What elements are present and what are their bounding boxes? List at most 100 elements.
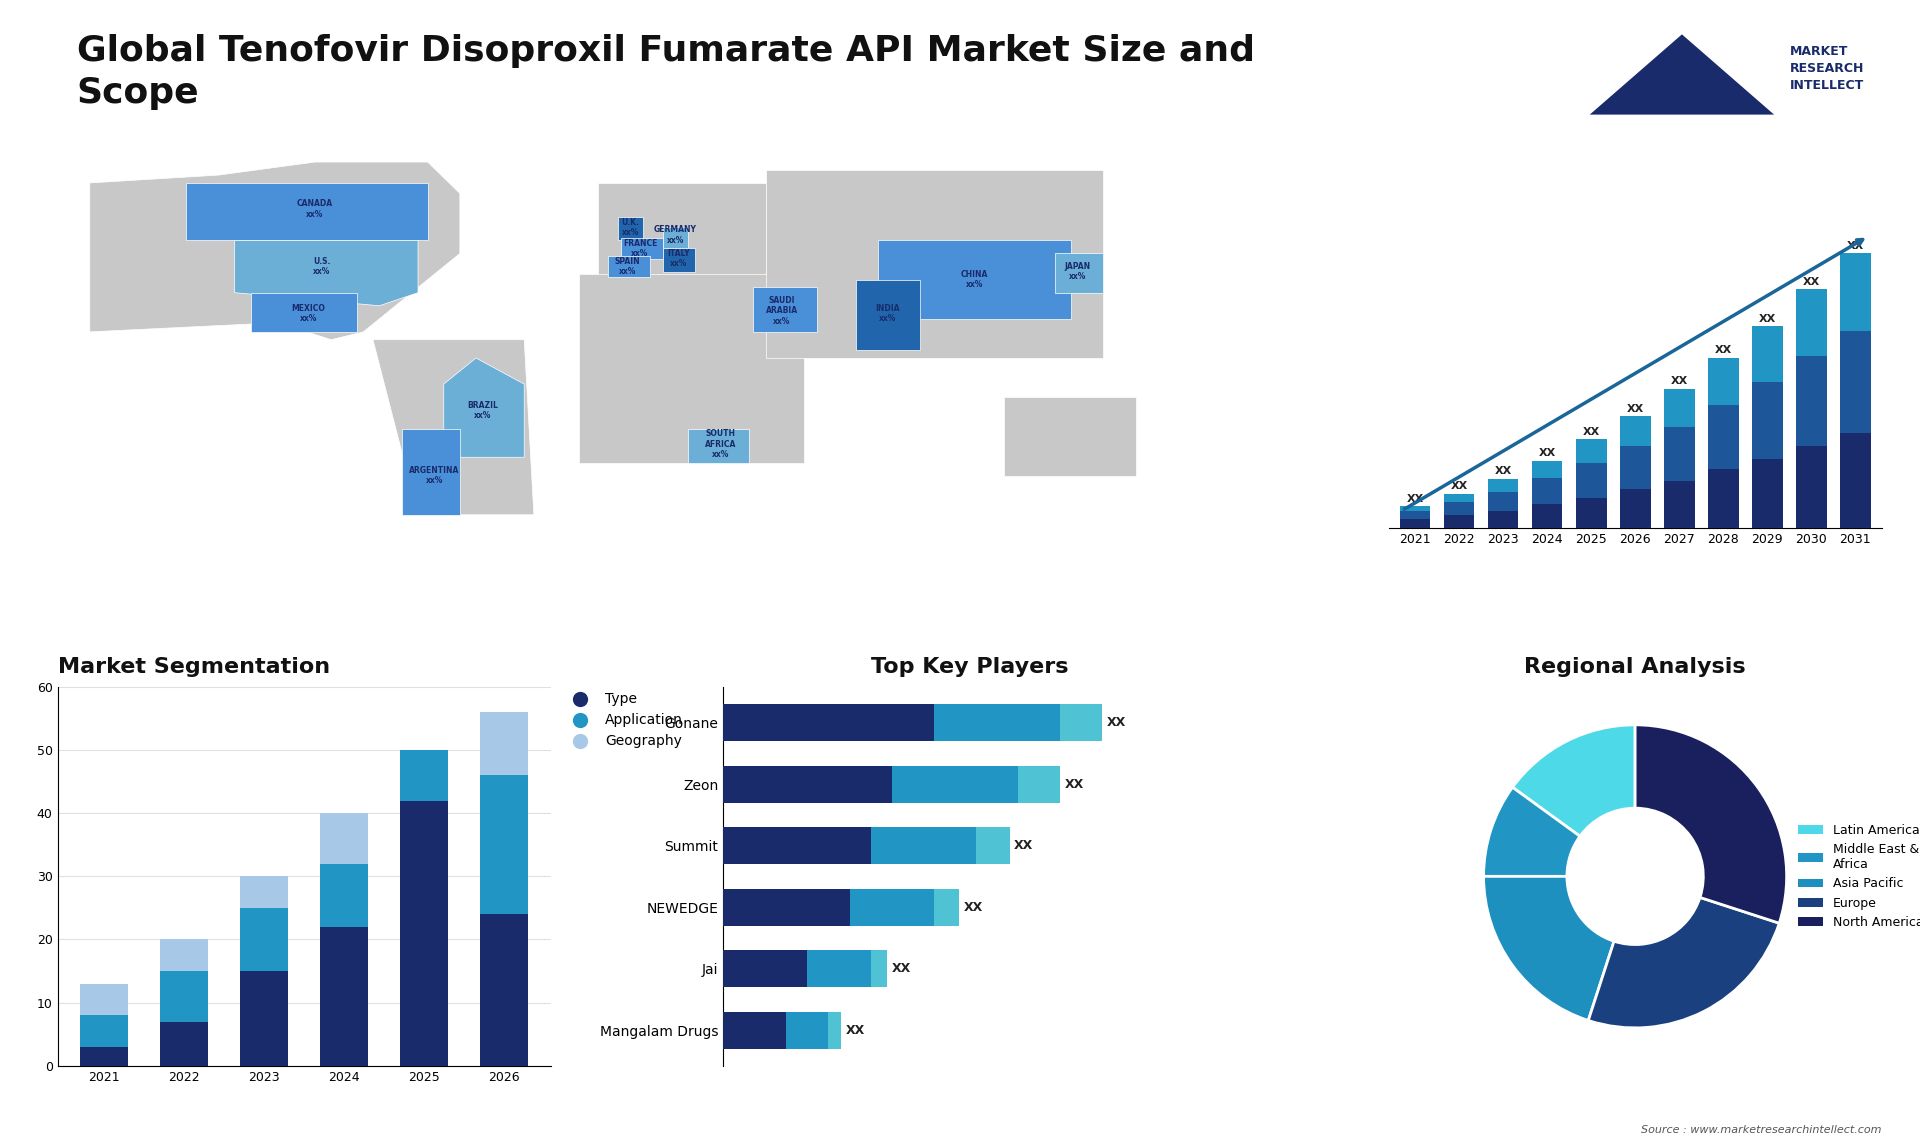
Polygon shape [662, 249, 695, 272]
Title: Top Key Players: Top Key Players [872, 657, 1068, 677]
Text: SPAIN
xx%: SPAIN xx% [614, 257, 639, 276]
Polygon shape [1056, 253, 1104, 292]
Text: ARGENTINA
xx%: ARGENTINA xx% [409, 466, 459, 485]
Bar [1795, 289, 1826, 356]
Bar [1707, 406, 1738, 470]
Bar [787, 1012, 828, 1049]
Bar [1444, 515, 1475, 528]
Polygon shape [766, 170, 1104, 358]
Bar [1488, 479, 1519, 492]
Bar [1707, 470, 1738, 528]
Text: U.S.
xx%: U.S. xx% [313, 257, 330, 276]
Legend: Latin America, Middle East &
Africa, Asia Pacific, Europe, North America: Latin America, Middle East & Africa, Asi… [1793, 819, 1920, 934]
Polygon shape [689, 429, 749, 463]
Bar [849, 888, 933, 926]
Text: FRANCE
xx%: FRANCE xx% [622, 238, 657, 258]
Bar [240, 971, 288, 1066]
Bar [1795, 356, 1826, 446]
Bar [870, 950, 887, 987]
Polygon shape [580, 274, 804, 463]
Bar [1576, 497, 1607, 528]
Text: XX: XX [1538, 448, 1555, 458]
Title: Regional Analysis: Regional Analysis [1524, 657, 1745, 677]
Bar [1532, 504, 1563, 528]
Bar [870, 827, 975, 864]
Bar [1839, 253, 1870, 330]
Bar [321, 927, 369, 1066]
Text: Market Segmentation: Market Segmentation [58, 657, 330, 677]
Text: XX: XX [1847, 241, 1864, 251]
Bar [159, 940, 207, 971]
Bar [1444, 494, 1475, 502]
Text: XX: XX [1064, 778, 1083, 791]
Bar [1665, 388, 1695, 427]
Bar [1400, 511, 1430, 519]
Polygon shape [609, 256, 649, 277]
Text: Global Tenofovir Disoproxil Fumarate API Market Size and
Scope: Global Tenofovir Disoproxil Fumarate API… [77, 34, 1256, 110]
Bar [1839, 433, 1870, 528]
Text: XX: XX [891, 963, 910, 975]
Text: MEXICO
xx%: MEXICO xx% [292, 304, 326, 323]
Bar [159, 971, 207, 1021]
Bar [1488, 511, 1519, 528]
Bar [1751, 382, 1782, 460]
Text: U.K.
xx%: U.K. xx% [622, 218, 639, 237]
Bar [1665, 427, 1695, 480]
Text: SAUDI
ARABIA
xx%: SAUDI ARABIA xx% [766, 296, 797, 325]
Bar [240, 908, 288, 971]
Bar [81, 1015, 129, 1046]
Polygon shape [877, 241, 1071, 319]
Wedge shape [1484, 877, 1615, 1020]
Text: CANADA
xx%: CANADA xx% [298, 199, 332, 219]
Text: XX: XX [964, 901, 983, 913]
Bar [808, 950, 870, 987]
Text: XX: XX [1803, 276, 1820, 286]
Bar [159, 1021, 207, 1066]
Bar [240, 877, 288, 908]
Text: SOUTH
AFRICA
xx%: SOUTH AFRICA xx% [705, 430, 735, 460]
Bar [1400, 507, 1430, 511]
Bar [1620, 489, 1651, 528]
Polygon shape [856, 280, 920, 351]
Wedge shape [1513, 724, 1636, 837]
Text: XX: XX [1670, 376, 1688, 386]
Text: INDIA
xx%: INDIA xx% [876, 304, 900, 323]
Bar [1795, 446, 1826, 528]
Bar [1060, 704, 1102, 741]
Polygon shape [401, 429, 461, 515]
Bar [724, 827, 870, 864]
Text: XX: XX [1715, 345, 1732, 355]
Polygon shape [186, 183, 428, 241]
Bar [1532, 461, 1563, 478]
Wedge shape [1636, 724, 1788, 924]
Text: XX: XX [1582, 427, 1599, 437]
Bar [1488, 492, 1519, 511]
Bar [1751, 460, 1782, 528]
Bar [1576, 439, 1607, 463]
Bar [1400, 519, 1430, 528]
Bar [933, 704, 1060, 741]
Bar [480, 776, 528, 915]
Wedge shape [1484, 787, 1580, 877]
Bar [480, 915, 528, 1066]
Bar [933, 888, 960, 926]
Bar [1707, 358, 1738, 406]
Bar [724, 704, 933, 741]
Bar [81, 983, 129, 1015]
Bar [1576, 463, 1607, 497]
Bar [724, 950, 808, 987]
Bar [1839, 330, 1870, 433]
Text: GERMANY
xx%: GERMANY xx% [655, 226, 697, 245]
Bar [321, 814, 369, 864]
Wedge shape [1588, 897, 1780, 1028]
Polygon shape [372, 339, 534, 515]
Text: XX: XX [1450, 481, 1467, 490]
Bar [399, 801, 447, 1066]
Bar [1665, 480, 1695, 528]
Bar [480, 712, 528, 776]
Legend: Type, Application, Geography: Type, Application, Geography [561, 686, 687, 754]
Bar [724, 888, 849, 926]
Bar [724, 1012, 787, 1049]
Text: JAPAN
xx%: JAPAN xx% [1066, 262, 1091, 282]
Bar [399, 751, 447, 801]
